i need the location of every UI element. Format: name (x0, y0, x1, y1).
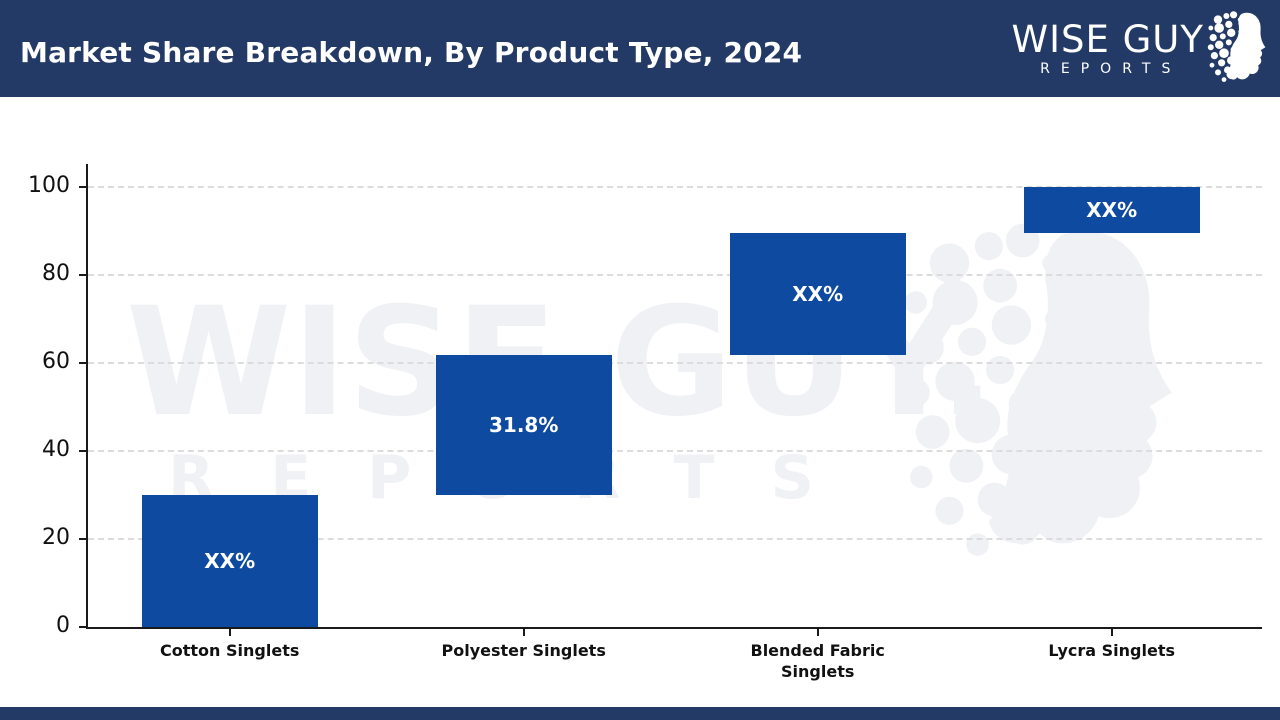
gridline-80 (88, 274, 1262, 276)
footer-bar (0, 707, 1280, 720)
bar-segment-3: XX% (729, 233, 906, 356)
x-tick-4 (1110, 629, 1113, 636)
y-axis-line (86, 164, 88, 629)
y-tick-100 (79, 186, 87, 188)
bar-segment-2: 31.8% (435, 355, 612, 495)
brand-logo: WISE GUY REPORTS (1012, 7, 1272, 91)
category-label: Cotton Singlets (160, 641, 300, 660)
category-label: Blended Fabric Singlets (750, 641, 885, 681)
gridline-60 (88, 362, 1262, 364)
y-tick-label-40: 40 (42, 437, 70, 462)
category-label: Polyester Singlets (441, 641, 606, 660)
page-title: Market Share Breakdown, By Product Type,… (20, 36, 803, 69)
bar-value-label: XX% (1086, 198, 1138, 223)
y-tick-0 (79, 626, 87, 628)
bar-segment-1: XX% (141, 495, 318, 627)
y-tick-40 (79, 450, 87, 452)
gridline-40 (88, 450, 1262, 452)
y-tick-60 (79, 362, 87, 364)
y-tick-label-60: 60 (42, 349, 70, 374)
y-tick-label-0: 0 (56, 613, 70, 638)
y-tick-80 (79, 274, 87, 276)
x-tick-2 (522, 629, 525, 636)
logo-subtext: REPORTS (1040, 60, 1182, 77)
y-tick-label-100: 100 (28, 173, 70, 198)
y-tick-label-80: 80 (42, 261, 70, 286)
y-tick-label-20: 20 (42, 525, 70, 550)
x-tick-1 (228, 629, 231, 636)
bar-value-label: XX% (204, 549, 256, 573)
gridline-100 (88, 186, 1262, 188)
x-tick-3 (816, 629, 819, 636)
bar-segment-4: XX% (1023, 187, 1200, 234)
bar-value-label: XX% (792, 282, 844, 307)
category-label: Lycra Singlets (1048, 641, 1175, 660)
y-tick-20 (79, 538, 87, 540)
watermark-head-icon (901, 223, 1172, 556)
bar-value-label: 31.8% (488, 413, 559, 438)
header: Market Share Breakdown, By Product Type,… (0, 0, 1280, 97)
gridline-20 (88, 538, 1262, 540)
x-axis-line (86, 627, 1262, 629)
brand-wordmark: WISE GUY REPORTS (1011, 18, 1204, 77)
logo-wordmark: WISE GUY (1011, 18, 1204, 62)
brand-head-icon (1207, 11, 1266, 82)
